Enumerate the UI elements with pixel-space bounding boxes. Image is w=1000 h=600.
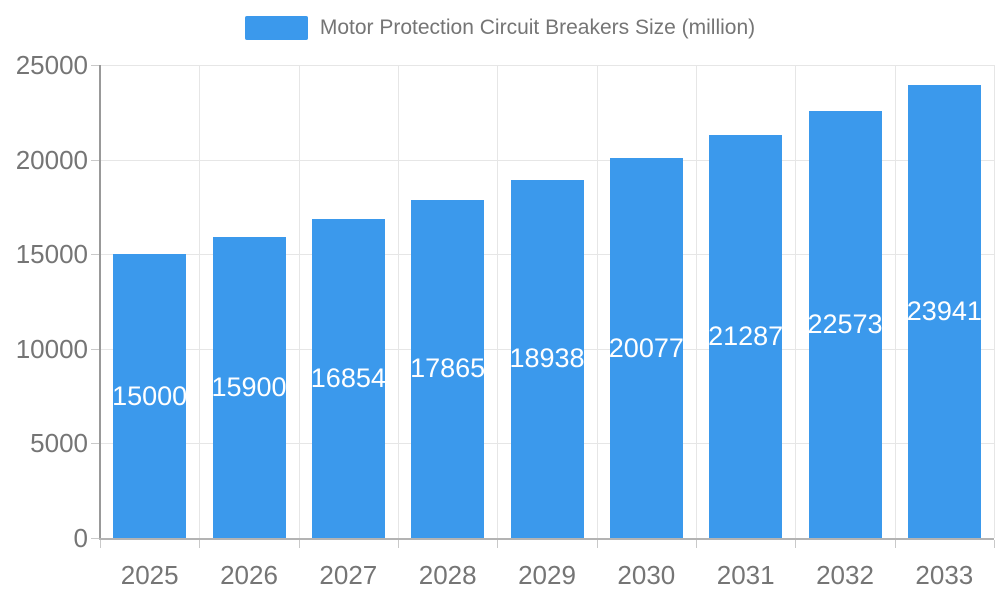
- gridline-vertical: [298, 65, 300, 538]
- bar-value-label: 17865: [410, 353, 486, 384]
- gridline-vertical: [795, 65, 797, 538]
- x-axis-tick-mark: [894, 540, 896, 548]
- gridline-vertical: [398, 65, 399, 538]
- x-axis-tick-mark: [100, 540, 101, 548]
- y-axis-tick-mark: [91, 159, 99, 161]
- y-axis-tick-label: 15000: [15, 239, 88, 270]
- x-axis-tick-mark: [994, 540, 995, 548]
- y-axis-tick-mark: [91, 348, 99, 350]
- bar-2033[interactable]: 23941: [906, 85, 982, 538]
- bar-2032[interactable]: 22573: [807, 110, 883, 538]
- bar-2029[interactable]: 18938: [509, 179, 585, 538]
- gridline-vertical: [894, 65, 896, 538]
- y-axis-line: [99, 65, 101, 540]
- legend[interactable]: Motor Protection Circuit Breakers Size (…: [0, 16, 1000, 40]
- gridline-horizontal: [100, 65, 994, 66]
- x-axis-tick-mark: [298, 540, 300, 548]
- gridline-horizontal: [100, 159, 994, 161]
- bar-2026[interactable]: 15900: [211, 237, 287, 538]
- bar-value-label: 15900: [211, 372, 287, 403]
- y-axis-tick-label: 5000: [30, 428, 88, 459]
- x-axis-tick-mark: [596, 540, 598, 548]
- x-axis-line: [99, 538, 994, 540]
- legend-swatch-icon: [244, 16, 308, 40]
- bar-value-label: 16854: [310, 363, 386, 394]
- legend-label: Motor Protection Circuit Breakers Size (…: [319, 16, 756, 39]
- y-axis-tick-mark: [91, 65, 99, 66]
- y-axis-tick-label: 20000: [15, 144, 88, 175]
- bar-2031[interactable]: 21287: [708, 135, 784, 538]
- bar-2028[interactable]: 17865: [410, 199, 486, 538]
- gridline-vertical: [199, 65, 201, 538]
- x-axis-tick-label: 2025: [120, 560, 179, 590]
- y-axis-tick-mark: [91, 443, 99, 445]
- x-axis-tick-mark: [199, 540, 201, 548]
- y-axis-tick-label: 25000: [15, 50, 88, 80]
- gridline-vertical: [497, 65, 499, 538]
- x-axis-tick-mark: [795, 540, 797, 548]
- bar-value-label: 18938: [509, 343, 585, 374]
- gridline-vertical: [696, 65, 697, 538]
- y-axis-tick-label: 0: [73, 523, 88, 553]
- gridline-vertical: [994, 65, 995, 538]
- y-axis-tick-mark: [91, 538, 99, 539]
- x-axis-tick-label: 2033: [915, 560, 974, 590]
- bar-2030[interactable]: 20077: [608, 158, 684, 538]
- x-axis-tick-mark: [696, 540, 697, 548]
- bar-value-label: 23941: [906, 296, 982, 326]
- bar-value-label: 22573: [807, 308, 883, 339]
- x-axis-tick-mark: [398, 540, 399, 548]
- x-axis-tick-label: 2028: [418, 560, 477, 590]
- x-axis-tick-label: 2032: [816, 560, 874, 590]
- bar-value-label: 15000: [112, 380, 188, 411]
- bar-2027[interactable]: 16854: [310, 219, 386, 538]
- x-axis-tick-label: 2031: [716, 560, 775, 590]
- y-axis-tick-mark: [91, 254, 99, 256]
- x-axis-tick-label: 2027: [319, 560, 378, 590]
- bar-value-label: 20077: [608, 332, 684, 363]
- x-axis-tick-label: 2030: [617, 560, 676, 590]
- x-axis-tick-label: 2026: [220, 560, 278, 590]
- bar-2025[interactable]: 15000: [112, 254, 188, 538]
- gridline-vertical: [596, 65, 598, 538]
- x-axis-tick-label: 2029: [518, 560, 576, 590]
- x-axis-tick-mark: [497, 540, 499, 548]
- y-axis-tick-label: 10000: [15, 333, 88, 364]
- bar-value-label: 21287: [708, 321, 784, 352]
